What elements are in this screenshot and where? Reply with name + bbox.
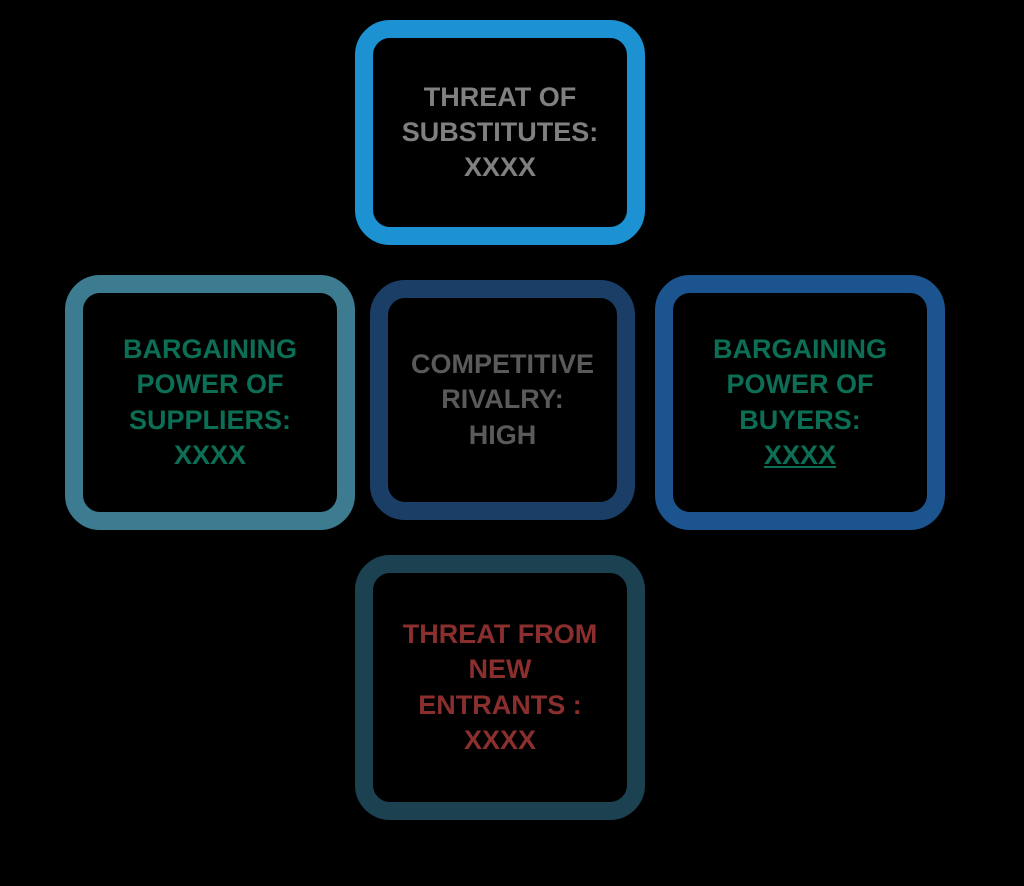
text-line: XXXX	[764, 438, 836, 473]
text-line: ENTRANTS :	[418, 688, 582, 723]
text-line: XXXX	[464, 150, 536, 185]
box-bargaining-suppliers: BARGAINING POWER OF SUPPLIERS: XXXX	[65, 275, 355, 530]
text-line: BARGAINING	[713, 332, 887, 367]
text-line: POWER OF	[727, 367, 874, 402]
text-line: BARGAINING	[123, 332, 297, 367]
text-line: THREAT OF	[424, 80, 576, 115]
text-line: SUBSTITUTES:	[402, 115, 599, 150]
text-line: POWER OF	[137, 367, 284, 402]
box-competitive-rivalry: COMPETITIVE RIVALRY: HIGH	[370, 280, 635, 520]
text-line: SUPPLIERS:	[129, 403, 291, 438]
text-line: THREAT FROM	[403, 617, 597, 652]
text-line: RIVALRY:	[441, 382, 564, 417]
box-bargaining-buyers: BARGAINING POWER OF BUYERS: XXXX	[655, 275, 945, 530]
text-line: HIGH	[469, 418, 537, 453]
text-line: BUYERS:	[739, 403, 861, 438]
text-line: COMPETITIVE	[411, 347, 594, 382]
text-line: NEW	[469, 652, 532, 687]
text-line: XXXX	[464, 723, 536, 758]
box-threat-substitutes: THREAT OF SUBSTITUTES: XXXX	[355, 20, 645, 245]
box-threat-entrants: THREAT FROM NEW ENTRANTS : XXXX	[355, 555, 645, 820]
text-line: XXXX	[174, 438, 246, 473]
